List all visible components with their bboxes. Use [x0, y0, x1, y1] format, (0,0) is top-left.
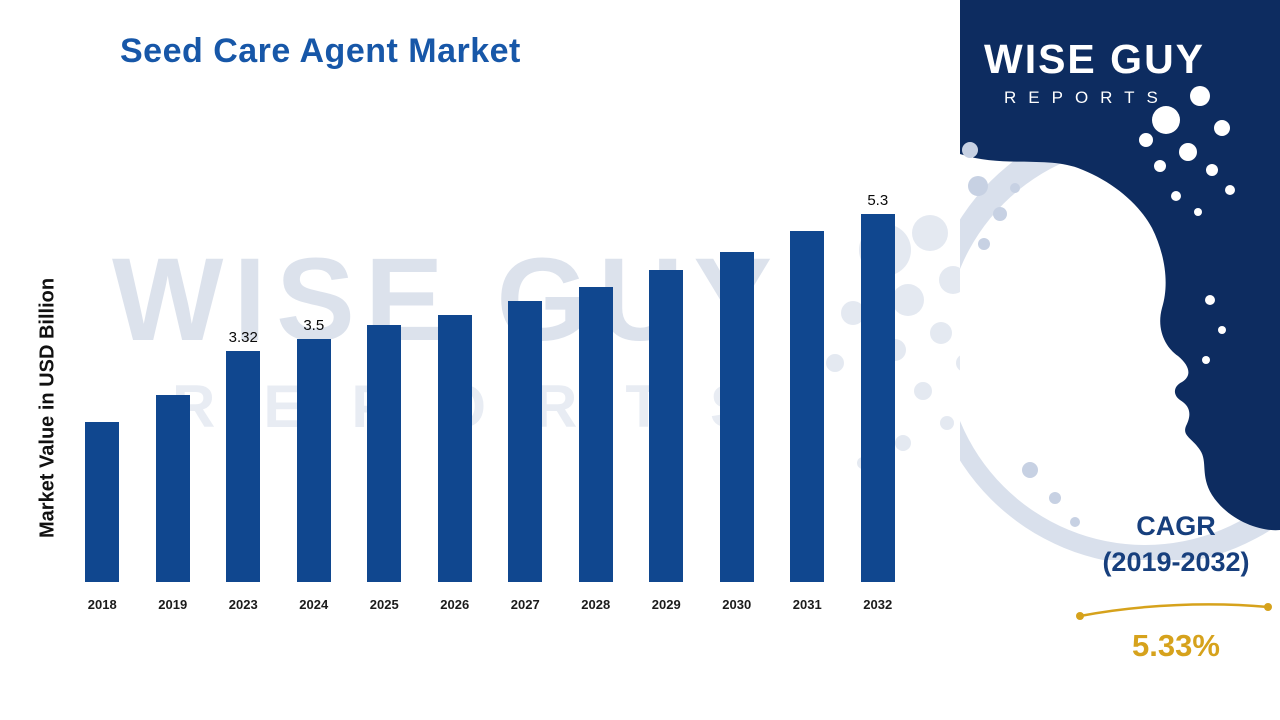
- bar-column: 3.32 2023: [208, 192, 279, 612]
- x-axis-label: 2032: [863, 597, 893, 612]
- bar: [226, 351, 261, 582]
- bar: [296, 339, 331, 582]
- bar-value-label: 3.32: [228, 329, 258, 346]
- x-axis-label: 2025: [369, 597, 399, 612]
- bar-column: 2030: [702, 192, 773, 612]
- logo-face-graphic: [925, 0, 1280, 565]
- bar-column: 2029: [631, 192, 702, 612]
- bar-column: 3.5 2024: [279, 192, 350, 612]
- x-axis-label: 2026: [440, 597, 470, 612]
- bar-column: 2026: [420, 192, 491, 612]
- logo-block: WISE GUY REPORTS: [925, 0, 1280, 565]
- logo-wordmark-sub: REPORTS: [1004, 88, 1170, 107]
- cagr-divider-swoosh: [1076, 603, 1272, 620]
- bar: [649, 270, 684, 582]
- x-axis-label: 2028: [581, 597, 611, 612]
- bar: [85, 422, 120, 582]
- bar-column: 2027: [490, 192, 561, 612]
- x-axis-label: 2023: [228, 597, 258, 612]
- bar-chart: 2018 2019 3.32 2023 3.5 2024 2025 2026 2027 2028 2…: [67, 192, 913, 612]
- bar: [367, 325, 402, 582]
- bar-column: 2028: [561, 192, 632, 612]
- cagr-value: 5.33%: [1132, 628, 1220, 663]
- x-axis-label: 2027: [510, 597, 540, 612]
- bar-column: 2019: [138, 192, 209, 612]
- bar-value-label: 3.5: [303, 317, 325, 334]
- bar: [437, 315, 472, 582]
- bar-column: 2025: [349, 192, 420, 612]
- x-axis-label: 2018: [87, 597, 117, 612]
- x-axis-label: 2031: [792, 597, 822, 612]
- bar: [719, 252, 754, 582]
- x-axis-label: 2024: [299, 597, 329, 612]
- bar: [508, 301, 543, 582]
- bar-column: 2031: [772, 192, 843, 612]
- cagr-range: (2019-2032): [1102, 547, 1250, 578]
- y-axis-title: Market Value in USD Billion: [36, 277, 59, 539]
- bar: [860, 214, 895, 582]
- logo-wordmark: WISE GUY: [984, 36, 1206, 82]
- page-title: Seed Care Agent Market: [120, 32, 521, 70]
- bar: [578, 287, 613, 582]
- bar: [790, 231, 825, 582]
- bar-value-label: 5.3: [867, 192, 889, 209]
- bar: [155, 395, 190, 582]
- x-axis-label: 2029: [651, 597, 681, 612]
- x-axis-label: 2019: [158, 597, 188, 612]
- bar-column: 5.3 2032: [843, 192, 914, 612]
- x-axis-label: 2030: [722, 597, 752, 612]
- cagr-block: CAGR (2019-2032): [1080, 508, 1272, 581]
- bar-column: 2018: [67, 192, 138, 612]
- cagr-label: CAGR: [1136, 511, 1216, 541]
